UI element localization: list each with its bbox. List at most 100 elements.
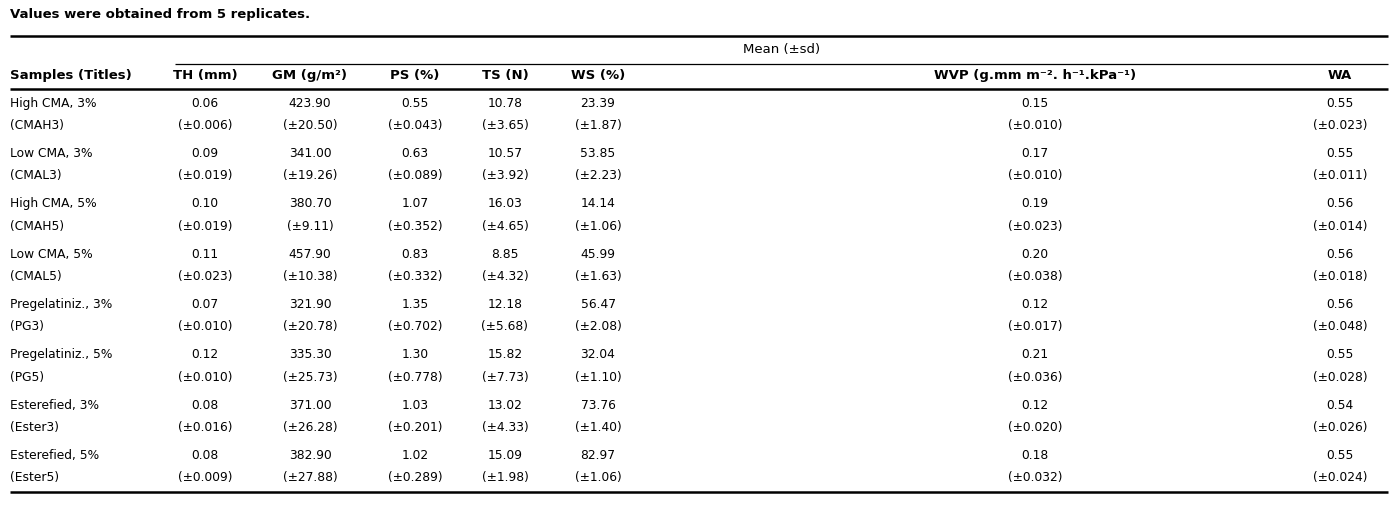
Text: Pregelatiniz., 3%: Pregelatiniz., 3% <box>10 298 112 311</box>
Text: (±0.006): (±0.006) <box>178 119 232 132</box>
Text: 380.70: 380.70 <box>288 197 331 210</box>
Text: (±0.016): (±0.016) <box>178 421 232 434</box>
Text: 423.90: 423.90 <box>289 97 331 109</box>
Text: Esterefied, 3%: Esterefied, 3% <box>10 399 99 412</box>
Text: 0.56: 0.56 <box>1327 197 1353 210</box>
Text: (±7.73): (±7.73) <box>482 371 528 383</box>
Text: (±0.010): (±0.010) <box>178 320 232 333</box>
Text: 0.55: 0.55 <box>1327 348 1353 361</box>
Text: 8.85: 8.85 <box>491 248 519 261</box>
Text: 0.55: 0.55 <box>1327 449 1353 462</box>
Text: 371.00: 371.00 <box>289 399 331 412</box>
Text: TH (mm): TH (mm) <box>173 69 238 82</box>
Text: 0.12: 0.12 <box>1022 399 1048 412</box>
Text: (±4.32): (±4.32) <box>482 270 528 283</box>
Text: (±0.043): (±0.043) <box>387 119 442 132</box>
Text: (±0.028): (±0.028) <box>1313 371 1367 383</box>
Text: 15.09: 15.09 <box>488 449 523 462</box>
Text: (±0.010): (±0.010) <box>1008 119 1062 132</box>
Text: (±19.26): (±19.26) <box>282 169 337 182</box>
Text: 0.12: 0.12 <box>192 348 218 361</box>
Text: 0.19: 0.19 <box>1022 197 1048 210</box>
Text: Esterefied, 5%: Esterefied, 5% <box>10 449 99 462</box>
Text: (CMAH3): (CMAH3) <box>10 119 64 132</box>
Text: 1.03: 1.03 <box>401 399 429 412</box>
Text: High CMA, 3%: High CMA, 3% <box>10 97 96 109</box>
Text: 382.90: 382.90 <box>288 449 331 462</box>
Text: 10.78: 10.78 <box>488 97 523 109</box>
Text: 457.90: 457.90 <box>288 248 331 261</box>
Text: PS (%): PS (%) <box>390 69 440 82</box>
Text: (±1.63): (±1.63) <box>575 270 621 283</box>
Text: 0.08: 0.08 <box>192 399 218 412</box>
Text: 0.09: 0.09 <box>192 147 218 160</box>
Text: 341.00: 341.00 <box>289 147 331 160</box>
Text: (±0.089): (±0.089) <box>387 169 442 182</box>
Text: 0.18: 0.18 <box>1022 449 1048 462</box>
Text: (±1.40): (±1.40) <box>575 421 621 434</box>
Text: (PG5): (PG5) <box>10 371 45 383</box>
Text: (±0.023): (±0.023) <box>1008 219 1062 232</box>
Text: (±0.036): (±0.036) <box>1008 371 1062 383</box>
Text: (±0.019): (±0.019) <box>178 169 232 182</box>
Text: 12.18: 12.18 <box>488 298 523 311</box>
Text: (±4.33): (±4.33) <box>482 421 528 434</box>
Text: (±0.023): (±0.023) <box>1313 119 1367 132</box>
Text: (±5.68): (±5.68) <box>481 320 528 333</box>
Text: (±9.11): (±9.11) <box>287 219 333 232</box>
Text: 73.76: 73.76 <box>580 399 615 412</box>
Text: 0.08: 0.08 <box>192 449 218 462</box>
Text: 0.56: 0.56 <box>1327 298 1353 311</box>
Text: (±0.010): (±0.010) <box>178 371 232 383</box>
Text: 0.56: 0.56 <box>1327 248 1353 261</box>
Text: 0.20: 0.20 <box>1022 248 1048 261</box>
Text: WS (%): WS (%) <box>570 69 625 82</box>
Text: (±0.201): (±0.201) <box>387 421 442 434</box>
Text: (±0.009): (±0.009) <box>178 471 232 484</box>
Text: (±0.024): (±0.024) <box>1313 471 1367 484</box>
Text: (PG3): (PG3) <box>10 320 43 333</box>
Text: (±3.65): (±3.65) <box>481 119 528 132</box>
Text: (±0.038): (±0.038) <box>1008 270 1062 283</box>
Text: High CMA, 5%: High CMA, 5% <box>10 197 96 210</box>
Text: (±2.23): (±2.23) <box>575 169 621 182</box>
Text: (±1.98): (±1.98) <box>481 471 528 484</box>
Text: 0.21: 0.21 <box>1022 348 1048 361</box>
Text: 82.97: 82.97 <box>580 449 615 462</box>
Text: (±0.332): (±0.332) <box>387 270 442 283</box>
Text: (±0.032): (±0.032) <box>1008 471 1062 484</box>
Text: 1.35: 1.35 <box>401 298 429 311</box>
Text: (±26.28): (±26.28) <box>282 421 337 434</box>
Text: (±0.026): (±0.026) <box>1313 421 1367 434</box>
Text: (±1.87): (±1.87) <box>575 119 622 132</box>
Text: 0.06: 0.06 <box>192 97 218 109</box>
Text: (±0.011): (±0.011) <box>1313 169 1367 182</box>
Text: (±0.018): (±0.018) <box>1313 270 1367 283</box>
Text: 0.12: 0.12 <box>1022 298 1048 311</box>
Text: 15.82: 15.82 <box>488 348 523 361</box>
Text: (±20.78): (±20.78) <box>282 320 337 333</box>
Text: (±0.352): (±0.352) <box>387 219 442 232</box>
Text: Mean (±sd): Mean (±sd) <box>742 43 821 56</box>
Text: (±0.019): (±0.019) <box>178 219 232 232</box>
Text: Values were obtained from 5 replicates.: Values were obtained from 5 replicates. <box>10 8 310 21</box>
Text: (±1.10): (±1.10) <box>575 371 621 383</box>
Text: 0.11: 0.11 <box>192 248 218 261</box>
Text: TS (N): TS (N) <box>482 69 528 82</box>
Text: (±0.048): (±0.048) <box>1313 320 1367 333</box>
Text: 0.55: 0.55 <box>401 97 429 109</box>
Text: 321.90: 321.90 <box>289 298 331 311</box>
Text: WA: WA <box>1328 69 1352 82</box>
Text: 1.30: 1.30 <box>401 348 429 361</box>
Text: (CMAL3): (CMAL3) <box>10 169 62 182</box>
Text: 0.63: 0.63 <box>401 147 429 160</box>
Text: 0.10: 0.10 <box>192 197 218 210</box>
Text: (±10.38): (±10.38) <box>282 270 337 283</box>
Text: (±20.50): (±20.50) <box>282 119 337 132</box>
Text: WVP (g.mm m⁻². h⁻¹.kPa⁻¹): WVP (g.mm m⁻². h⁻¹.kPa⁻¹) <box>934 69 1137 82</box>
Text: (±0.020): (±0.020) <box>1008 421 1062 434</box>
Text: (±3.92): (±3.92) <box>482 169 528 182</box>
Text: 335.30: 335.30 <box>288 348 331 361</box>
Text: Low CMA, 5%: Low CMA, 5% <box>10 248 92 261</box>
Text: (±0.017): (±0.017) <box>1008 320 1062 333</box>
